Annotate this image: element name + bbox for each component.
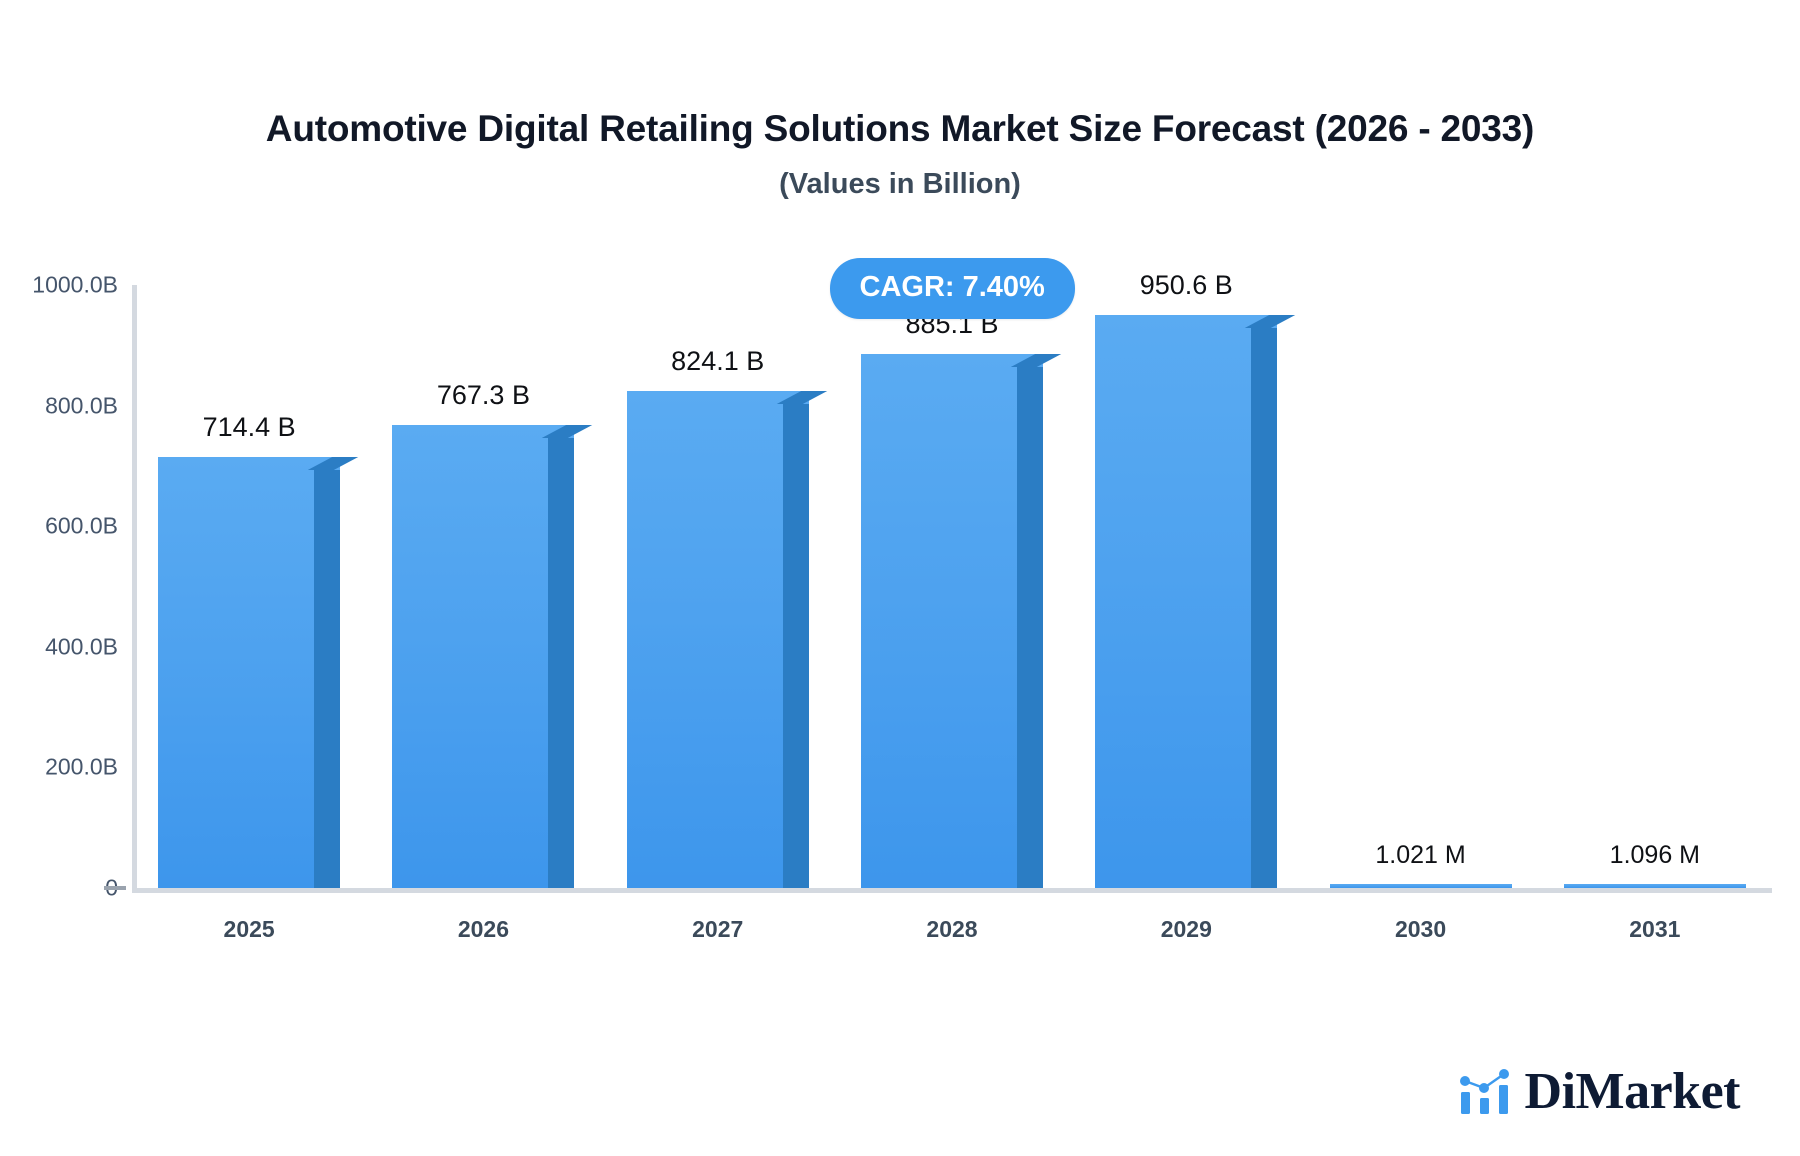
y-axis-tick-mark bbox=[104, 886, 126, 890]
bar-2026[interactable]: 767.3 B bbox=[392, 380, 593, 888]
y-axis-tick-label: 400.0B bbox=[45, 633, 118, 660]
cagr-annotation-badge: CAGR: 7.40% bbox=[829, 258, 1075, 319]
bar-2031[interactable]: 1.096 M bbox=[1563, 841, 1746, 888]
x-axis-tick-label-2025: 2025 bbox=[223, 916, 275, 942]
x-axis-tick-label-2030: 2030 bbox=[1394, 916, 1447, 942]
x-axis-line bbox=[132, 888, 1772, 893]
y-axis-line bbox=[132, 285, 137, 888]
bar-side-face bbox=[782, 404, 809, 888]
bar-face bbox=[1095, 314, 1278, 888]
bar-face bbox=[158, 457, 341, 888]
brand-name: DiMarket bbox=[1524, 1063, 1741, 1120]
x-axis-tick-label-2029: 2029 bbox=[1160, 916, 1212, 942]
x-axis-tick-label-2031: 2031 bbox=[1629, 916, 1681, 942]
plot-area: 714.4 B 767.3 B 824.1 B 885.1 B 950.6 B 1.021… bbox=[132, 270, 1772, 893]
bar-value-label: 767.3 B bbox=[436, 380, 530, 411]
bar-face bbox=[861, 354, 1043, 888]
bar-2029[interactable]: 950.6 B bbox=[1095, 270, 1296, 888]
bar-2025[interactable]: 714.4 B bbox=[158, 412, 359, 888]
y-axis-tick-label: 800.0B bbox=[45, 392, 118, 419]
bar-2028[interactable]: 885.1 B bbox=[861, 309, 1062, 888]
bar-side-face bbox=[314, 470, 341, 888]
y-axis-tick-label: 0 bbox=[0, 875, 118, 902]
bar-2027[interactable]: 824.1 B bbox=[626, 346, 827, 888]
bar-value-label: 1.096 M bbox=[1609, 841, 1701, 869]
x-axis-tick-label-2027: 2027 bbox=[692, 916, 744, 942]
y-axis-tick-label: 1000.0B bbox=[32, 271, 118, 298]
bar-value-label: 714.4 B bbox=[202, 412, 296, 443]
bar-face bbox=[626, 391, 809, 888]
bar-chart-logo-icon bbox=[1459, 1069, 1509, 1114]
bar-2030[interactable]: 1.021 M bbox=[1329, 841, 1512, 888]
chart-subtitle: (Values in Billion) bbox=[779, 168, 1021, 200]
bar-value-label: 950.6 B bbox=[1139, 269, 1233, 300]
y-axis-tick-label: 600.0B bbox=[45, 512, 118, 539]
x-axis-tick-label-2026: 2026 bbox=[457, 916, 510, 942]
bar-side-face bbox=[1251, 327, 1278, 888]
chart-title: Automotive Digital Retailing Solutions M… bbox=[265, 108, 1535, 149]
bar-face bbox=[1329, 884, 1512, 888]
bar-side-face bbox=[548, 438, 575, 888]
y-axis-tick-label: 200.0B bbox=[45, 753, 118, 780]
bar-value-label: 1.021 M bbox=[1375, 841, 1466, 869]
bar-face bbox=[392, 425, 575, 888]
bar-side-face bbox=[1017, 367, 1043, 888]
bar-face bbox=[1563, 884, 1746, 888]
x-axis-tick-label-2028: 2028 bbox=[926, 916, 978, 942]
bar-value-label: 824.1 B bbox=[671, 346, 765, 377]
brand-logo: DiMarket bbox=[1459, 1063, 1741, 1120]
